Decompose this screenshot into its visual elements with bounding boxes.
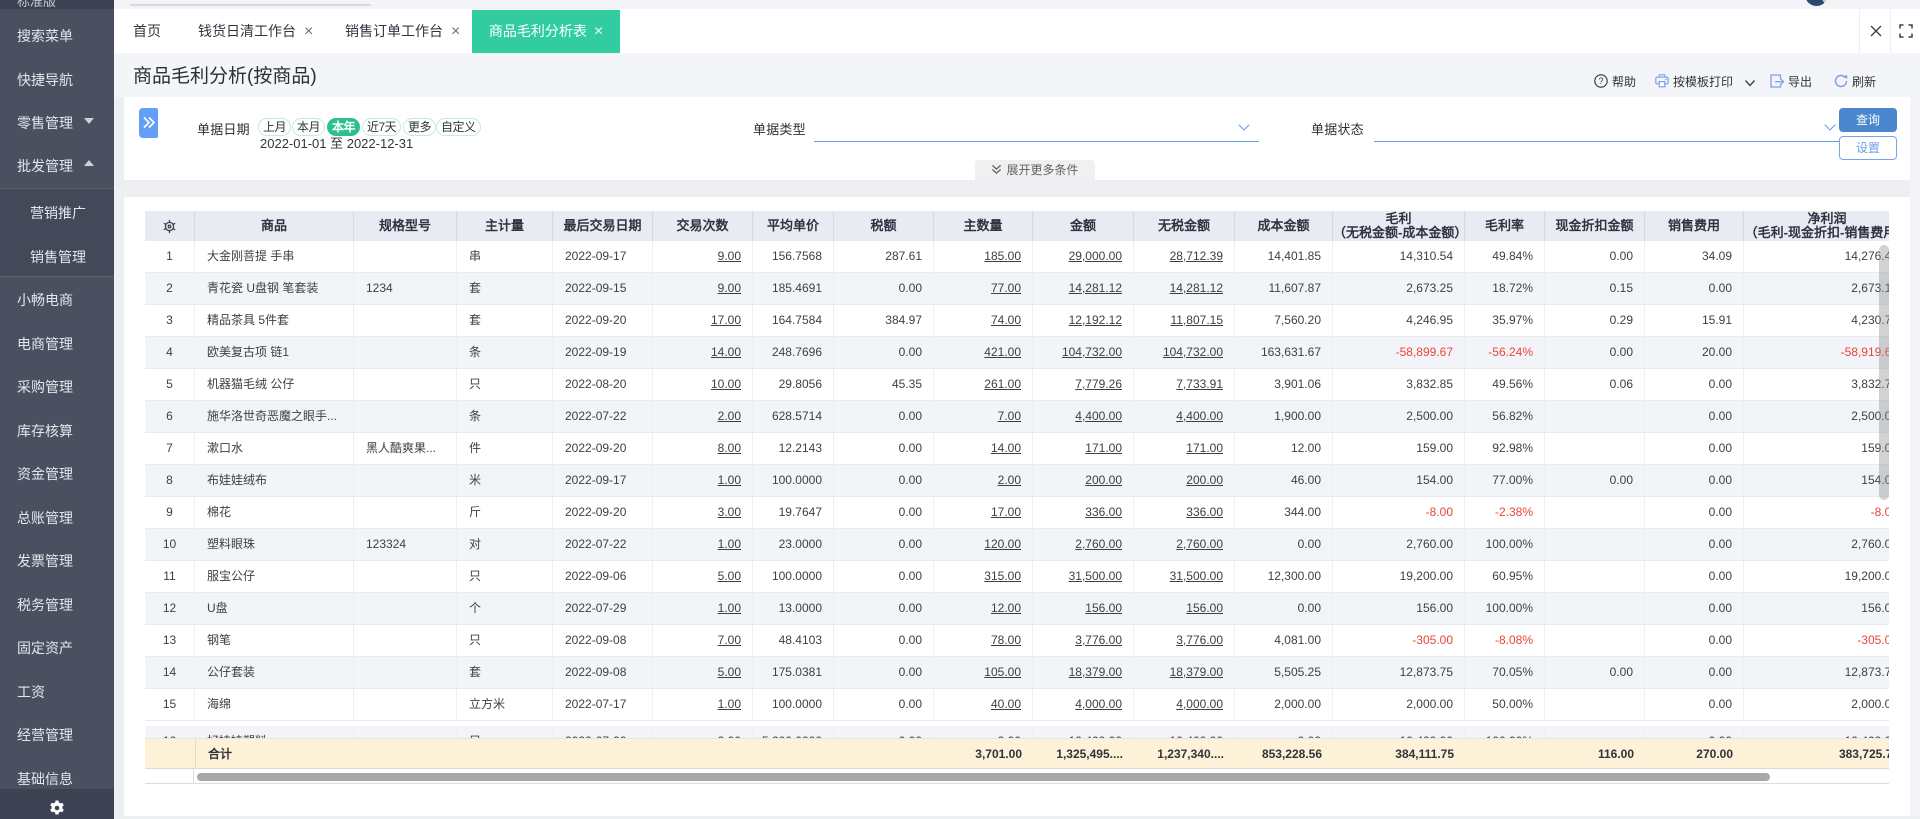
svg-text:?: ?: [1598, 76, 1603, 86]
